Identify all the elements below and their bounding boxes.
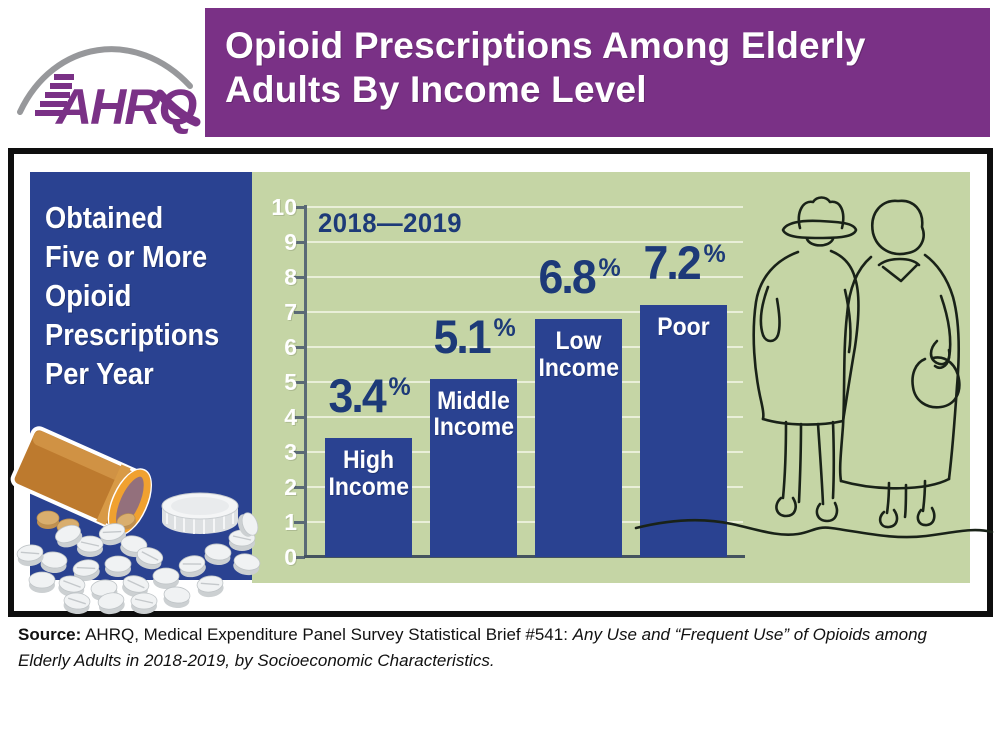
callout-text: Obtained Five or More Opioid Prescriptio… — [45, 200, 220, 392]
page-title: Opioid Prescriptions Among Elderly Adults… — [225, 25, 866, 111]
y-axis-tick-label: 6 — [284, 334, 297, 360]
y-axis-tick — [294, 451, 305, 454]
y-axis-tick-label: 4 — [284, 404, 297, 430]
y-axis-tick-label: 5 — [284, 369, 297, 395]
y-axis-tick — [294, 346, 305, 349]
x-axis-line — [304, 555, 745, 558]
percent-sign: % — [598, 254, 621, 282]
gridline — [307, 241, 743, 243]
ahrq-logo: AHRQ — [14, 24, 206, 140]
percent-sign: % — [388, 373, 411, 401]
y-axis-tick-label: 9 — [284, 229, 297, 255]
y-axis-tick-label: 1 — [284, 509, 297, 535]
bar-value-number: 3.4 — [328, 369, 387, 422]
y-axis-tick-label: 2 — [284, 474, 297, 500]
percent-sign: % — [493, 313, 516, 342]
plot-area: 2018—2019 0 1 2 3 4 5 6 7 8 9 10 High Income 3.4% Mi… — [252, 172, 994, 583]
y-axis-tick-label: 8 — [284, 264, 297, 290]
pill-bottle-illustration — [10, 426, 262, 617]
elderly-couple-illustration — [634, 196, 994, 539]
title-banner: Opioid Prescriptions Among Elderly Adults… — [205, 8, 990, 137]
bottle-cap — [161, 492, 239, 534]
y-axis-tick-label: 0 — [284, 544, 297, 570]
source-text: AHRQ, Medical Expenditure Panel Survey S… — [81, 625, 573, 644]
y-axis-tick-label: 3 — [284, 439, 297, 465]
gridline — [307, 381, 743, 383]
bar-value-number: 6.8 — [538, 250, 597, 303]
y-axis-tick — [294, 521, 305, 524]
bar-low-income: Low Income — [535, 319, 622, 557]
gridline — [307, 276, 743, 278]
source-note: Source: AHRQ, Medical Expenditure Panel … — [18, 622, 976, 673]
bar-value-number: 5.1 — [433, 309, 492, 363]
y-axis-tick-label: 7 — [284, 299, 297, 325]
bar-middle-income: Middle Income — [430, 378, 517, 557]
ahrq-logo-arc-icon: AHRQ — [17, 46, 201, 135]
bar-high-income: High Income — [325, 438, 412, 557]
gridline — [307, 346, 743, 348]
y-axis-line — [304, 205, 307, 557]
y-axis-tick — [294, 416, 305, 419]
bar-value: 7.2% — [621, 235, 748, 290]
bar-value: 5.1% — [411, 309, 538, 364]
chart-frame: Obtained Five or More Opioid Prescriptio… — [8, 148, 994, 617]
bar-value: 6.8% — [516, 249, 643, 304]
bar-label: Low Income — [538, 327, 620, 382]
bar-label: Middle Income — [433, 386, 515, 442]
bar-value: 3.4% — [306, 368, 433, 423]
bar-label: Poor — [657, 313, 710, 341]
y-axis-tick-label: 10 — [271, 194, 297, 220]
gridline — [307, 486, 743, 488]
gridline — [307, 206, 743, 208]
bar-poor: Poor — [640, 305, 727, 557]
source-citation: Any Use and “Frequent Use” of Opioids am… — [18, 625, 927, 670]
y-axis-tick — [294, 556, 305, 559]
y-axis-tick — [294, 276, 305, 279]
source-label: Source: — [18, 625, 82, 644]
gridline — [307, 521, 743, 523]
gridline — [307, 451, 743, 453]
percent-sign: % — [703, 240, 726, 268]
y-axis-tick — [294, 486, 305, 489]
y-axis-tick — [294, 311, 305, 314]
y-axis-tick — [294, 206, 305, 209]
y-axis-tick — [294, 381, 305, 384]
y-axis-tick — [294, 241, 305, 244]
bar-label: High Income — [328, 446, 410, 501]
gridline — [307, 311, 743, 313]
bar-value-number: 7.2 — [643, 236, 702, 289]
gridline — [307, 416, 743, 418]
chart-period-label: 2018—2019 — [318, 208, 463, 238]
